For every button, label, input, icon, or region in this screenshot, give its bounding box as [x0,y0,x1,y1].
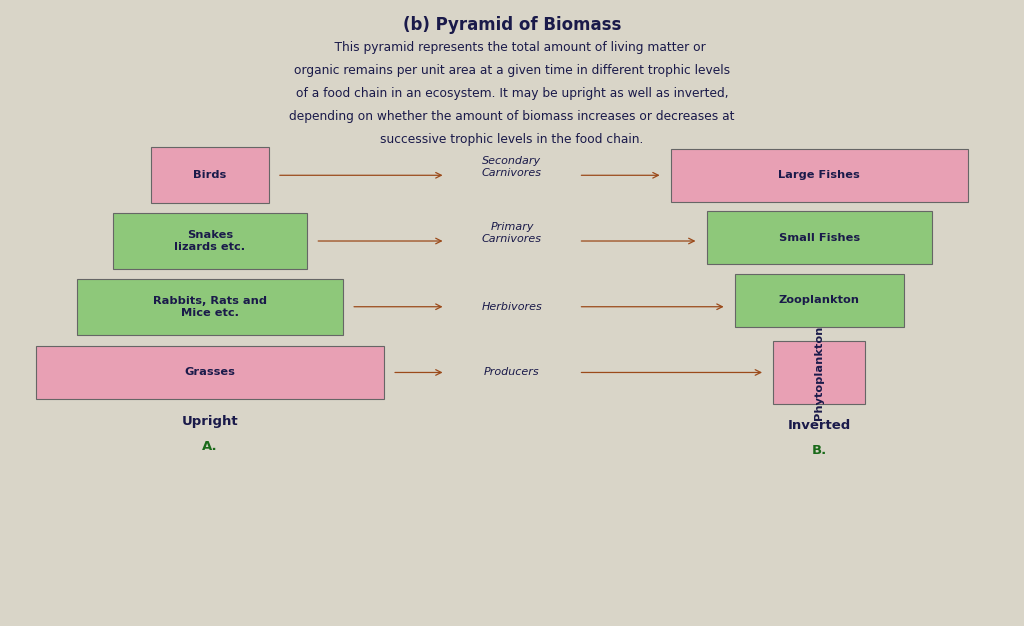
Bar [671,149,968,202]
Bar [152,147,268,203]
Text: Small Fishes: Small Fishes [778,233,860,243]
Text: successive trophic levels in the food chain.: successive trophic levels in the food ch… [380,133,644,146]
Text: (b) Pyramid of Biomass: (b) Pyramid of Biomass [402,16,622,34]
Text: A.: A. [202,439,218,453]
Bar [773,341,865,404]
Text: Grasses: Grasses [184,367,236,377]
Text: Large Fishes: Large Fishes [778,170,860,180]
Text: organic remains per unit area at a given time in different trophic levels: organic remains per unit area at a given… [294,64,730,77]
Bar [36,346,384,399]
Text: This pyramid represents the total amount of living matter or: This pyramid represents the total amount… [318,41,706,54]
Bar [707,212,932,265]
Text: Secondary
Carnivores: Secondary Carnivores [482,156,542,178]
Bar [77,279,343,335]
Text: Birds: Birds [194,170,226,180]
Text: Rabbits, Rats and
Mice etc.: Rabbits, Rats and Mice etc. [153,296,267,317]
Text: Producers: Producers [484,367,540,377]
Text: depending on whether the amount of biomass increases or decreases at: depending on whether the amount of bioma… [289,110,735,123]
Text: of a food chain in an ecosystem. It may be upright as well as inverted,: of a food chain in an ecosystem. It may … [296,87,728,100]
Text: B.: B. [812,444,826,458]
Text: Primary
Carnivores: Primary Carnivores [482,222,542,244]
Bar [735,274,904,327]
Bar [113,213,307,269]
Text: Snakes
lizards etc.: Snakes lizards etc. [174,230,246,252]
Text: Herbivores: Herbivores [481,302,543,312]
Text: Inverted: Inverted [787,419,851,433]
Text: Zooplankton: Zooplankton [778,295,860,305]
Text: Upright: Upright [181,414,239,428]
Text: Phytoplankton: Phytoplankton [814,326,824,419]
